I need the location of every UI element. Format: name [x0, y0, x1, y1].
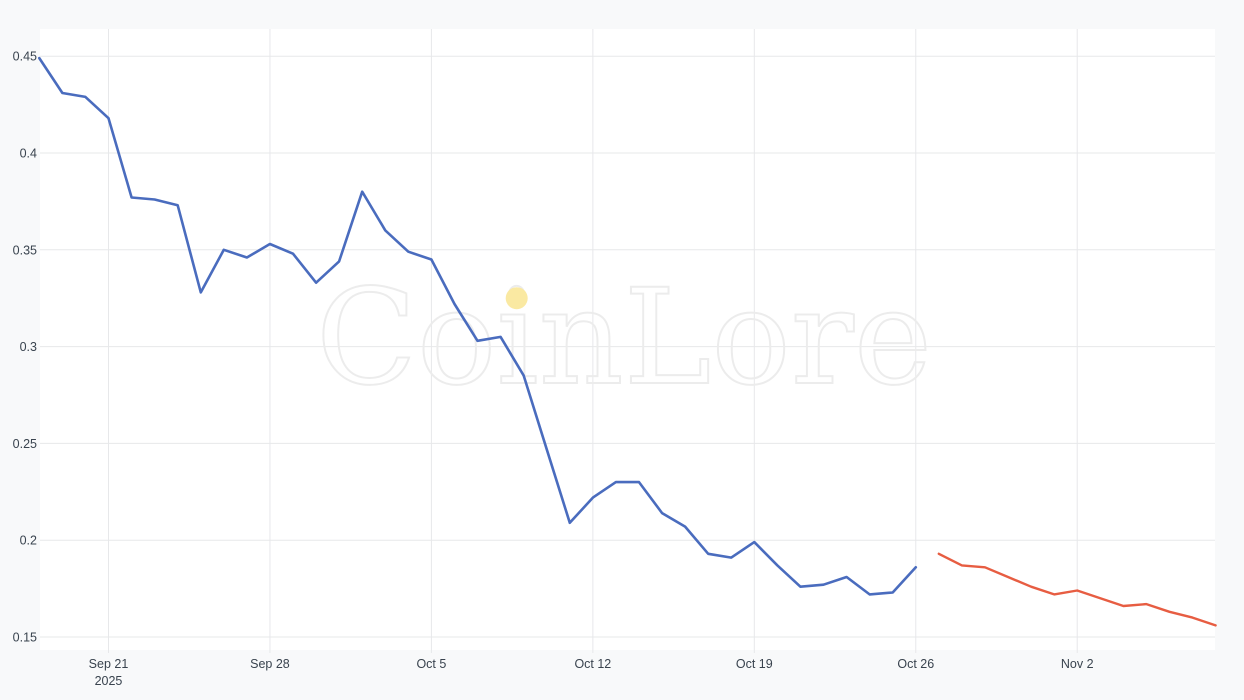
- x-axis-tick-label: Oct 19: [736, 657, 773, 671]
- price-line-forecast: [937, 552, 1217, 627]
- y-axis-tick-label: 0.3: [20, 340, 37, 354]
- coinlore-watermark: CoinLore: [316, 261, 932, 415]
- y-axis-tick-label: 0.2: [20, 534, 37, 548]
- x-axis-tick-label: Oct 5: [416, 657, 446, 671]
- x-axis-tick-label: Sep 21: [89, 657, 129, 671]
- plot-area[interactable]: [40, 29, 1215, 650]
- x-axis-tick-label: Oct 12: [574, 657, 611, 671]
- highlight-dot: [505, 287, 528, 310]
- y-axis-tick-label: 0.25: [13, 437, 37, 451]
- x-axis-year-label: 2025: [95, 674, 123, 688]
- y-axis-tick-label: 0.35: [13, 243, 37, 257]
- x-axis-tick-label: Oct 26: [897, 657, 934, 671]
- y-axis-tick-label: 0.4: [20, 147, 37, 161]
- y-axis-tick-label: 0.15: [13, 631, 37, 645]
- x-axis-tick-label: Sep 28: [250, 657, 290, 671]
- price-line-historical: [37, 56, 918, 596]
- y-axis-tick-label: 0.45: [13, 50, 37, 64]
- x-axis-tick-label: Nov 2: [1061, 657, 1094, 671]
